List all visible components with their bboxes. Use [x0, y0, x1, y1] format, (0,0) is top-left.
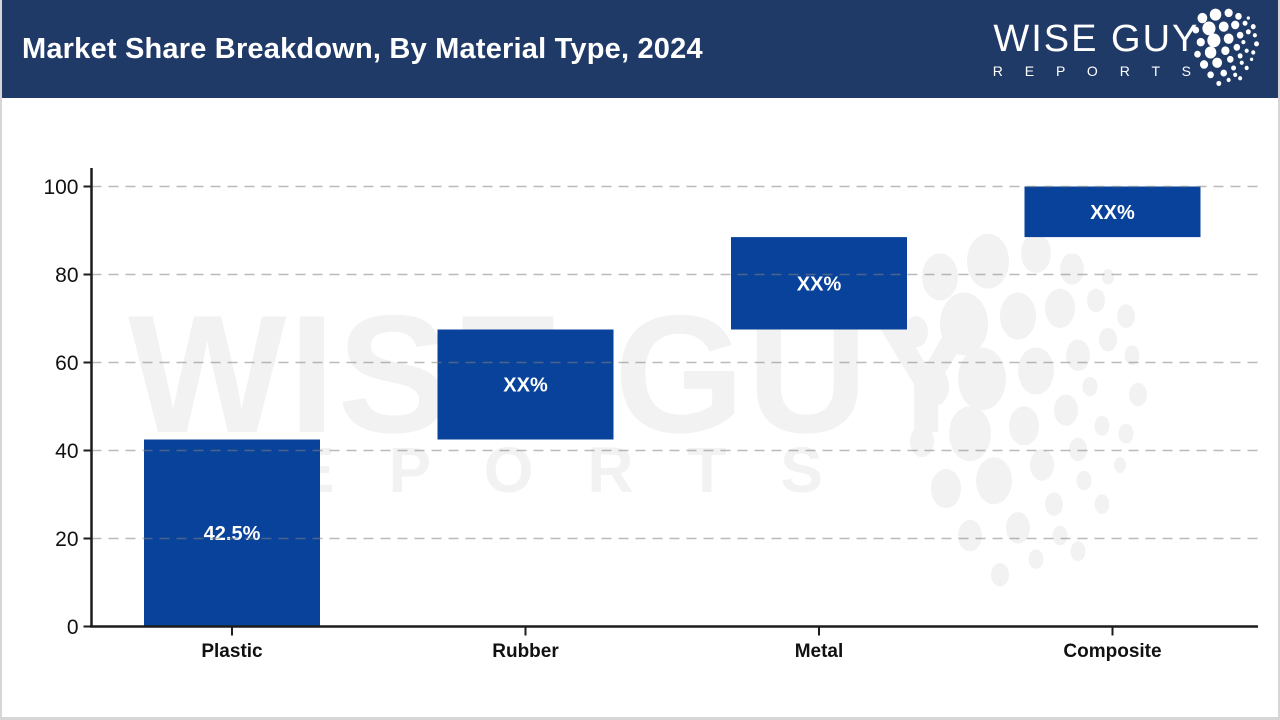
y-tick-label-80: 80: [55, 264, 78, 287]
bar-value-label-rubber: XX%: [503, 375, 548, 397]
bar-rubber: [437, 329, 614, 440]
brand-logo: WISE GUY R E P O R T S: [993, 6, 1278, 92]
bar-composite: [1024, 186, 1201, 238]
brand-name: WISE GUY: [993, 18, 1200, 60]
watermark-head-icon: [904, 233, 1147, 587]
x-category-label-metal: Metal: [795, 641, 844, 662]
x-category-label-plastic: Plastic: [201, 641, 263, 662]
y-tick-label-20: 20: [55, 528, 78, 551]
bar-metal: [731, 237, 907, 330]
y-tick-label-0: 0: [67, 616, 79, 639]
y-tick-label-60: 60: [55, 352, 78, 375]
x-category-label-composite: Composite: [1063, 641, 1161, 662]
bar-plastic: [144, 439, 320, 627]
y-tick-label-40: 40: [55, 440, 78, 463]
header-bar: Market Share Breakdown, By Material Type…: [2, 0, 1278, 98]
brand-logo-text: WISE GUY R E P O R T S: [993, 20, 1200, 78]
y-tick-label-100: 100: [43, 176, 78, 199]
bar-value-label-metal: XX%: [797, 273, 842, 295]
x-category-label-rubber: Rubber: [492, 641, 559, 662]
bar-value-label-plastic: 42.5%: [204, 523, 261, 545]
bar-value-label-composite: XX%: [1090, 202, 1135, 224]
brand-subname: R E P O R T S: [992, 63, 1200, 79]
page-title: Market Share Breakdown, By Material Type…: [22, 32, 703, 65]
brand-head-icon: [1192, 8, 1259, 86]
